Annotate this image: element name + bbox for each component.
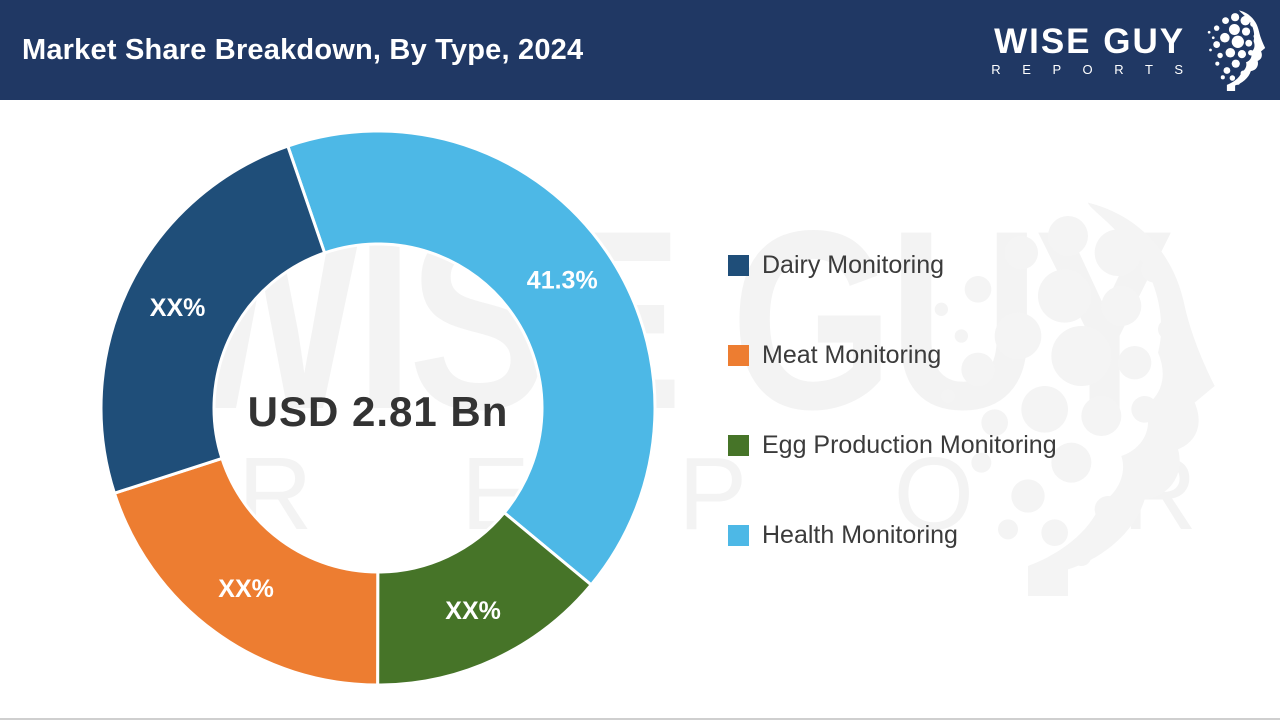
legend-item-dairy-monitoring: Dairy Monitoring	[728, 250, 1057, 280]
legend-item-meat-monitoring: Meat Monitoring	[728, 340, 1057, 370]
legend-label: Health Monitoring	[762, 520, 958, 549]
chart-center-value: USD 2.81 Bn	[247, 388, 509, 435]
brand-subname: R E P O R T S	[991, 62, 1192, 77]
brand-wordmark: WISE GUY R E P O R T S	[987, 24, 1192, 76]
legend-label: Meat Monitoring	[762, 340, 942, 369]
segment-percent-label: XX%	[445, 597, 501, 625]
legend-swatch-egg	[728, 434, 749, 456]
page-title: Market Share Breakdown, By Type, 2024	[22, 33, 584, 66]
segment-percent-label: XX%	[150, 294, 206, 322]
legend-swatch-health	[728, 524, 749, 546]
chart-legend: Dairy Monitoring Meat Monitoring Egg Pro…	[728, 250, 1057, 550]
segment-health-monitoring	[285, 129, 657, 587]
brand-name: WISE GUY	[994, 22, 1186, 61]
legend-label: Egg Production Monitoring	[762, 430, 1057, 459]
legend-swatch-meat	[728, 344, 749, 366]
brand-logo: WISE GUY R E P O R T S	[987, 0, 1266, 100]
legend-item-egg-production-monitoring: Egg Production Monitoring	[728, 430, 1057, 460]
segment-percent-label: XX%	[218, 575, 274, 603]
segment-percent-label: 41.3%	[527, 267, 598, 295]
segment-meat-monitoring	[112, 456, 380, 687]
legend-label: Dairy Monitoring	[762, 250, 945, 279]
segment-dairy-monitoring	[99, 144, 327, 496]
legend-swatch-dairy	[728, 254, 749, 276]
bottom-divider	[0, 718, 1280, 720]
header-bar: Market Share Breakdown, By Type, 2024 WI…	[0, 0, 1280, 100]
legend-item-health-monitoring: Health Monitoring	[728, 520, 1057, 550]
